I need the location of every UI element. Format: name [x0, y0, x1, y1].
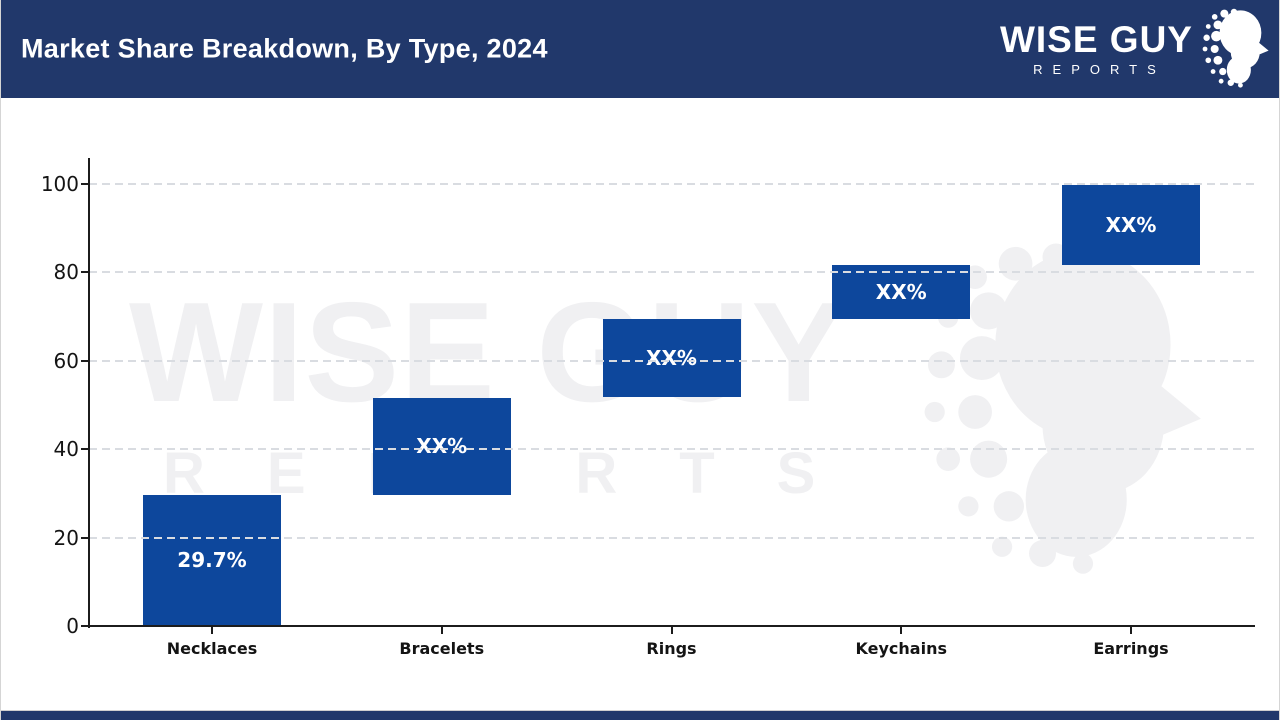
gridline: [89, 448, 1255, 451]
header-bar: Market Share Breakdown, By Type, 2024 WI…: [1, 0, 1279, 98]
x-tick-mark: [211, 627, 213, 634]
chart-title: Market Share Breakdown, By Type, 2024: [21, 33, 548, 64]
y-tick-mark: [81, 625, 88, 627]
bar-value-label: 29.7%: [177, 548, 247, 573]
bar: XX%: [602, 319, 741, 397]
bar: XX%: [1062, 184, 1200, 266]
x-tick-label: Necklaces: [166, 639, 258, 658]
x-tick-label: Earrings: [1093, 639, 1169, 658]
gridline: [89, 536, 1255, 539]
gridline: [89, 271, 1255, 274]
x-tick-label: Bracelets: [399, 639, 485, 658]
y-axis-line: [88, 158, 90, 628]
y-tick-label: 100: [40, 172, 79, 196]
bar-value-label: XX%: [416, 434, 468, 459]
y-tick-mark: [81, 183, 88, 185]
footer-bar: [1, 710, 1279, 720]
bar-value-label: XX%: [646, 345, 697, 370]
bar: 29.7%: [143, 494, 281, 626]
bar-value-label: XX%: [875, 280, 927, 305]
x-axis-line: [88, 625, 1255, 627]
y-tick-label: 80: [53, 260, 79, 285]
gridline: [89, 183, 1255, 185]
gridline: [89, 359, 1255, 362]
x-tick-label: Keychains: [855, 639, 947, 658]
logo-wordmark-sub: REPORTS: [1033, 62, 1166, 77]
bar-value-label: XX%: [1105, 213, 1157, 238]
x-tick-mark: [1130, 627, 1132, 634]
y-tick-mark: [81, 448, 88, 451]
bar: XX%: [372, 397, 511, 495]
x-tick-mark: [670, 627, 673, 634]
x-tick-mark: [440, 627, 443, 634]
logo-wordmark: WISE GUY REPORTS: [999, 19, 1193, 78]
x-tick-label: Rings: [646, 639, 697, 658]
y-tick-mark: [81, 536, 88, 539]
y-tick-label: 20: [53, 525, 79, 550]
y-tick-label: 60: [53, 348, 79, 373]
y-tick-label: 0: [66, 614, 79, 638]
x-tick-mark: [900, 627, 903, 634]
y-tick-mark: [81, 271, 88, 274]
wise-guy-logo: WISE GUY REPORTS: [1000, 6, 1271, 92]
y-tick-label: 40: [53, 437, 79, 462]
y-tick-mark: [81, 359, 88, 362]
logo-wordmark-main: WISE GUY: [999, 19, 1193, 60]
